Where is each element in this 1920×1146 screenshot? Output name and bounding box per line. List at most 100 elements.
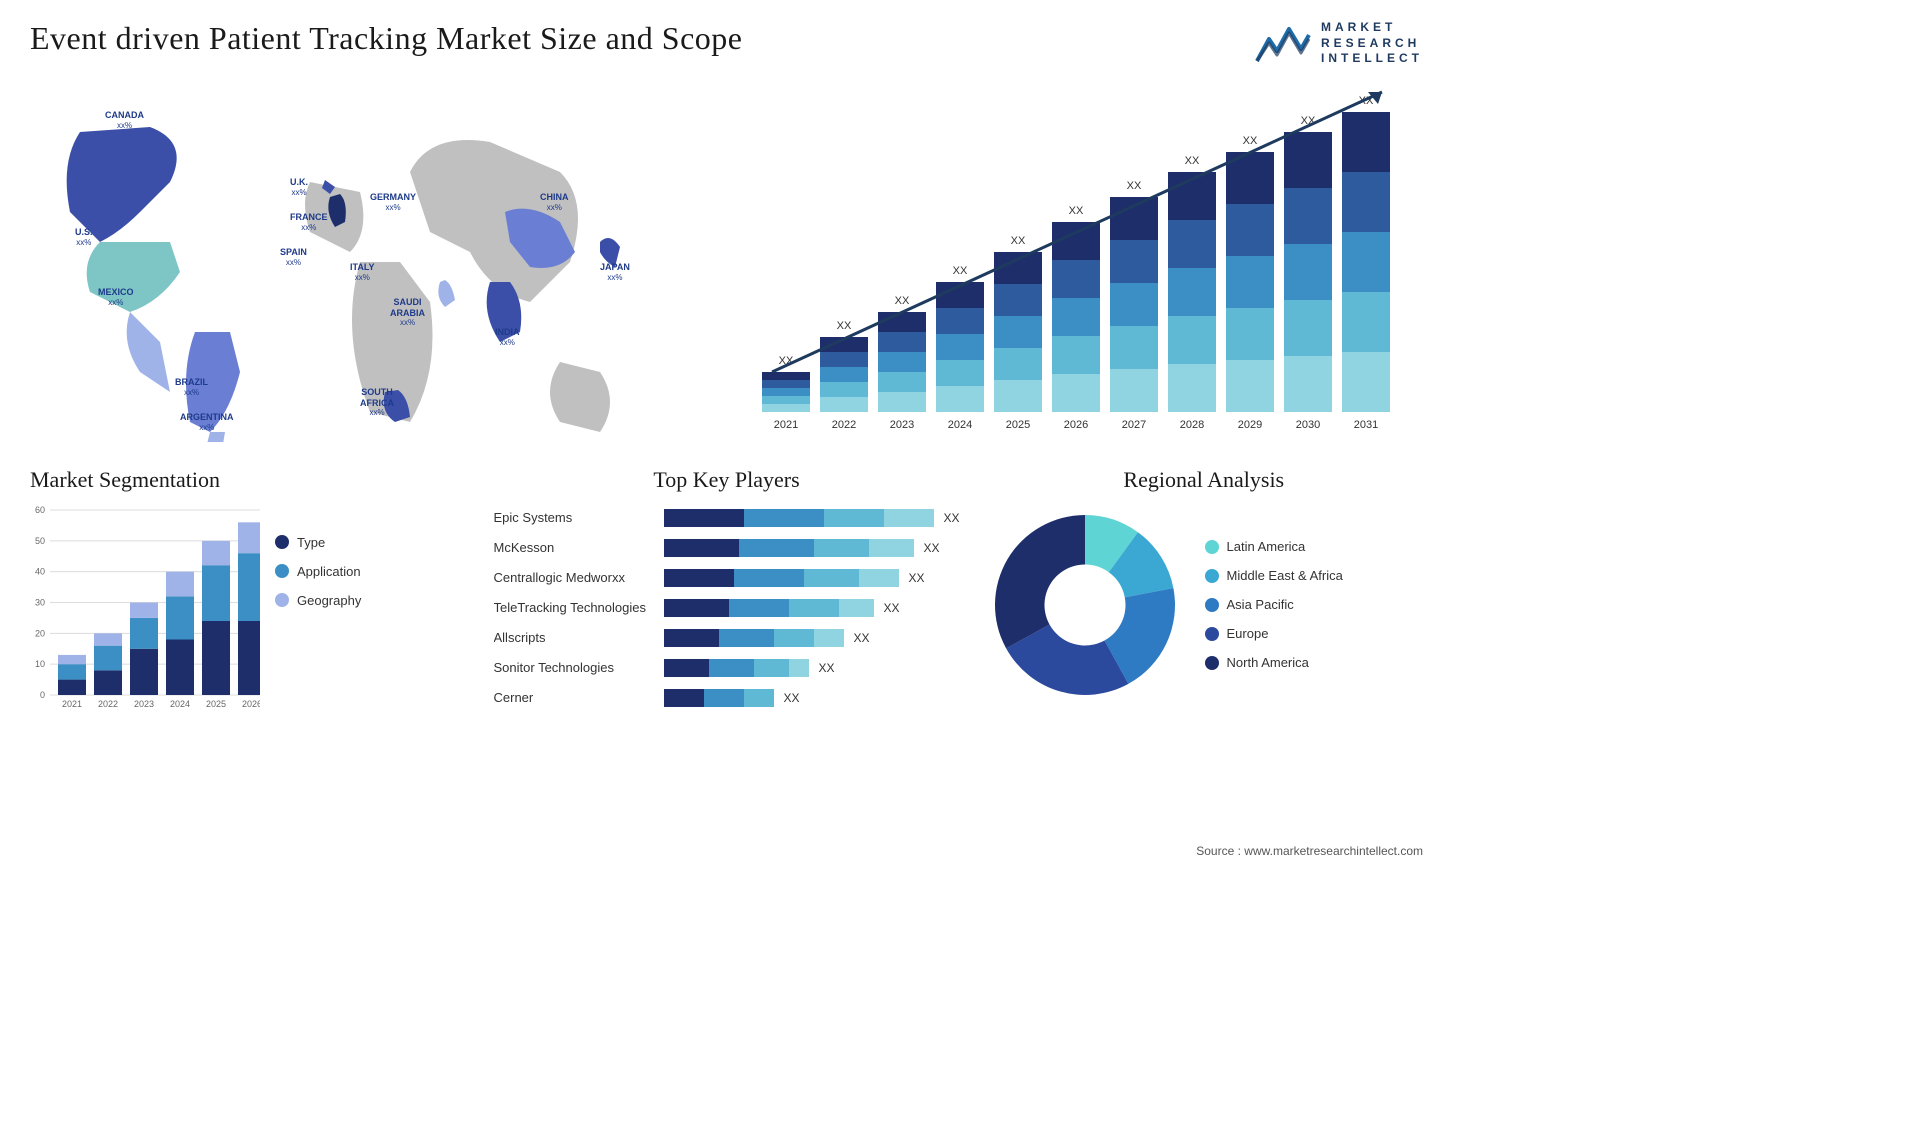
svg-text:2024: 2024: [170, 699, 190, 709]
player-value: XX: [884, 601, 900, 615]
player-bar: [664, 689, 774, 707]
player-name: Sonitor Technologies: [494, 660, 664, 675]
svg-text:20: 20: [35, 628, 45, 638]
segmentation-legend-item: Type: [275, 535, 361, 550]
player-bar-segment: [739, 539, 814, 557]
player-bar-segment: [734, 569, 804, 587]
svg-text:2023: 2023: [134, 699, 154, 709]
player-bar-segment: [789, 599, 839, 617]
player-value: XX: [944, 511, 960, 525]
growth-chart: XX2021XX2022XX2023XX2024XX2025XX2026XX20…: [742, 82, 1424, 442]
player-bar-segment: [704, 689, 744, 707]
player-bar-segment: [839, 599, 874, 617]
player-name: Cerner: [494, 690, 664, 705]
segmentation-chart: 0102030405060202120222023202420252026: [30, 505, 260, 715]
player-bar-segment: [814, 629, 844, 647]
player-value: XX: [909, 571, 925, 585]
player-name: TeleTracking Technologies: [494, 600, 664, 615]
svg-text:2031: 2031: [1353, 419, 1377, 431]
players-panel: Top Key Players Epic Systems XX McKesson XX…: [494, 467, 960, 720]
regional-panel: Regional Analysis Latin AmericaMiddle Ea…: [985, 467, 1424, 720]
map-label: CANADAxx%: [105, 110, 144, 130]
regional-legend-item: Middle East & Africa: [1205, 568, 1343, 583]
players-title: Top Key Players: [494, 467, 960, 493]
player-name: Allscripts: [494, 630, 664, 645]
regional-legend: Latin America Middle East & Africa Asia Pa…: [1205, 539, 1343, 670]
player-value: XX: [819, 661, 835, 675]
player-bar-segment: [719, 629, 774, 647]
legend-label: North America: [1227, 655, 1309, 670]
players-list: Epic SystemsXXMcKessonXXCentrallogic Med…: [494, 505, 960, 711]
map-label: U.S.xx%: [75, 227, 93, 247]
svg-text:2021: 2021: [773, 419, 797, 431]
map-label: CHINAxx%: [540, 192, 569, 212]
svg-text:XX: XX: [1242, 135, 1257, 147]
svg-text:2022: 2022: [831, 419, 855, 431]
player-row: Sonitor Technologies XX: [494, 655, 960, 681]
player-name: Epic Systems: [494, 510, 664, 525]
player-row: Cerner XX: [494, 685, 960, 711]
svg-text:2027: 2027: [1121, 419, 1145, 431]
player-bar-segment: [824, 509, 884, 527]
player-bar-segment: [869, 539, 914, 557]
regional-legend-item: Latin America: [1205, 539, 1343, 554]
legend-dot-icon: [1205, 627, 1219, 641]
world-map: CANADAxx%U.S.xx%MEXICOxx%BRAZILxx%ARGENT…: [30, 82, 712, 442]
regional-legend-item: Asia Pacific: [1205, 597, 1343, 612]
svg-text:2021: 2021: [62, 699, 82, 709]
legend-dot-icon: [275, 564, 289, 578]
segmentation-title: Market Segmentation: [30, 467, 469, 493]
svg-text:2030: 2030: [1295, 419, 1319, 431]
player-bar-segment: [774, 629, 814, 647]
source-text: Source : www.marketresearchintellect.com: [1196, 844, 1423, 858]
segmentation-panel: Market Segmentation 01020304050602021202…: [30, 467, 469, 720]
legend-label: Middle East & Africa: [1227, 568, 1343, 583]
svg-text:2029: 2029: [1237, 419, 1261, 431]
player-bar-segment: [754, 659, 789, 677]
logo-line1: MARKET: [1321, 20, 1423, 36]
player-value: XX: [854, 631, 870, 645]
player-row: Allscripts XX: [494, 625, 960, 651]
legend-dot-icon: [1205, 540, 1219, 554]
player-bar-segment: [804, 569, 859, 587]
legend-label: Latin America: [1227, 539, 1306, 554]
map-label: SPAINxx%: [280, 247, 307, 267]
player-name: McKesson: [494, 540, 664, 555]
player-bar-segment: [664, 599, 729, 617]
map-label: U.K.xx%: [290, 177, 308, 197]
legend-dot-icon: [1205, 656, 1219, 670]
map-label: GERMANYxx%: [370, 192, 416, 212]
segmentation-legend-item: Geography: [275, 593, 361, 608]
player-bar: [664, 659, 809, 677]
svg-text:2025: 2025: [206, 699, 226, 709]
svg-text:XX: XX: [1126, 180, 1141, 192]
player-row: Epic Systems XX: [494, 505, 960, 531]
map-label: SOUTHAFRICAxx%: [360, 387, 394, 418]
player-bar-segment: [664, 569, 734, 587]
svg-text:XX: XX: [1068, 205, 1083, 217]
player-name: Centrallogic Medworxx: [494, 570, 664, 585]
player-bar: [664, 629, 844, 647]
svg-text:2024: 2024: [947, 419, 971, 431]
legend-dot-icon: [275, 535, 289, 549]
player-bar-segment: [664, 659, 709, 677]
svg-text:10: 10: [35, 659, 45, 669]
player-bar-segment: [664, 509, 744, 527]
logo-line3: INTELLECT: [1321, 51, 1423, 67]
player-row: Centrallogic Medworxx XX: [494, 565, 960, 591]
logo-line2: RESEARCH: [1321, 36, 1423, 52]
svg-text:2028: 2028: [1179, 419, 1203, 431]
player-bar: [664, 599, 874, 617]
svg-text:XX: XX: [1010, 235, 1025, 247]
player-value: XX: [784, 691, 800, 705]
player-value: XX: [924, 541, 940, 555]
svg-text:60: 60: [35, 505, 45, 515]
svg-text:0: 0: [40, 690, 45, 700]
map-label: INDIAxx%: [495, 327, 520, 347]
segmentation-legend: TypeApplicationGeography: [275, 505, 361, 720]
legend-label: Type: [297, 535, 325, 550]
player-row: TeleTracking Technologies XX: [494, 595, 960, 621]
legend-dot-icon: [1205, 569, 1219, 583]
svg-text:2022: 2022: [98, 699, 118, 709]
regional-legend-item: North America: [1205, 655, 1343, 670]
